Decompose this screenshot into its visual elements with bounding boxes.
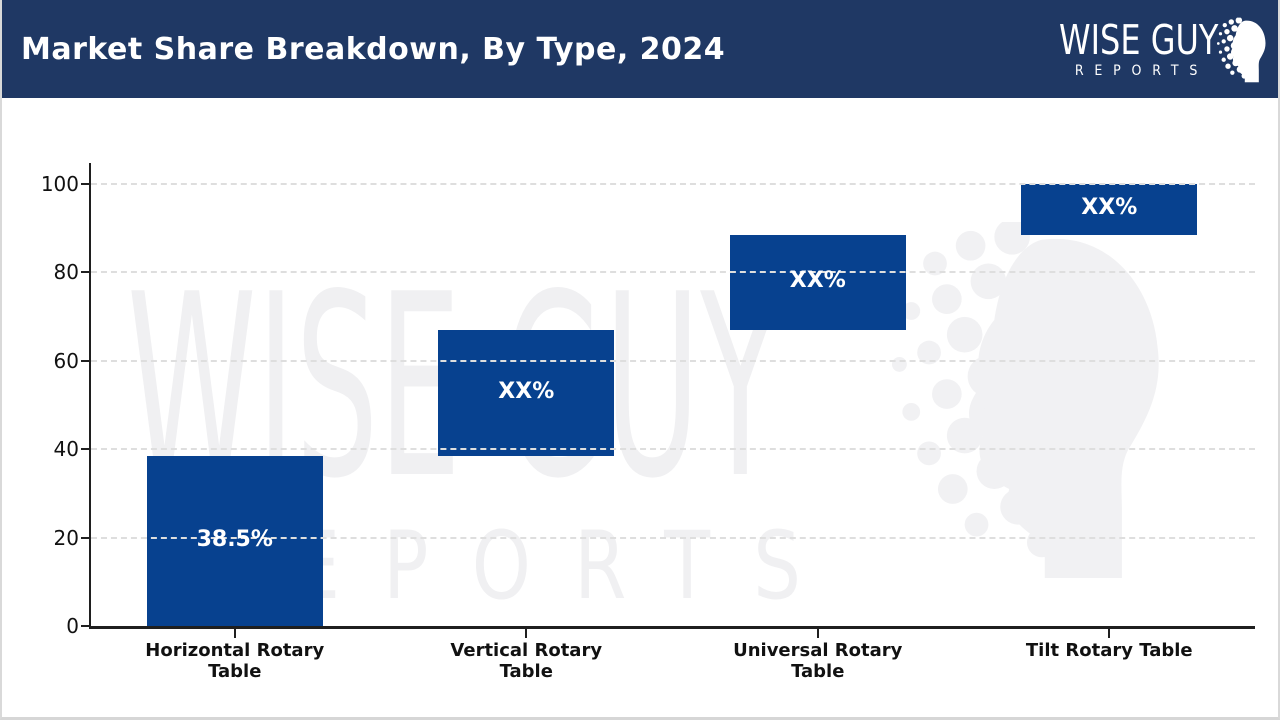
brand-subtext: REPORTS bbox=[1074, 63, 1208, 79]
gridline-80 bbox=[91, 271, 1255, 274]
gridline-20 bbox=[91, 536, 1255, 539]
y-tick-label: 60 bbox=[53, 348, 79, 373]
bar-value-label: XX% bbox=[1081, 195, 1138, 221]
y-tick bbox=[81, 183, 89, 185]
category-label-universal-rotary-table: Universal Rotary Table bbox=[672, 640, 964, 682]
header-bar: Market Share Breakdown, By Type, 2024 WI… bbox=[2, 0, 1278, 98]
category-label-line: Universal Rotary bbox=[733, 640, 903, 661]
category-label-line: Table bbox=[208, 661, 262, 682]
y-tick bbox=[81, 448, 89, 451]
bar-tilt-rotary-table bbox=[1021, 184, 1198, 235]
bar-universal-rotary-table bbox=[729, 234, 906, 330]
bar-value-label: 38.5% bbox=[196, 526, 273, 552]
y-tick-label: 100 bbox=[40, 172, 79, 196]
y-tick-label: 40 bbox=[53, 437, 79, 462]
x-axis-line bbox=[89, 626, 1255, 629]
x-tick bbox=[816, 629, 819, 638]
x-tick bbox=[233, 629, 236, 638]
y-tick-label: 0 bbox=[66, 614, 79, 638]
category-label-line: Horizontal Rotary bbox=[145, 640, 325, 661]
category-label-line: Tilt Rotary Table bbox=[1025, 640, 1193, 661]
y-tick bbox=[81, 536, 89, 539]
watermark-face-icon bbox=[874, 222, 1174, 578]
y-tick-label: 20 bbox=[53, 525, 79, 550]
bar-horizontal-rotary-table bbox=[146, 455, 323, 626]
category-label-vertical-rotary-table: Vertical Rotary Table bbox=[381, 640, 673, 682]
category-label-line: Table bbox=[791, 661, 845, 682]
x-tick bbox=[525, 629, 528, 638]
bar-value-label: XX% bbox=[498, 378, 555, 404]
brand-wordmark: WISE GUY bbox=[1058, 16, 1218, 64]
gridline-40 bbox=[91, 448, 1255, 451]
bar-value-label: XX% bbox=[789, 268, 846, 294]
category-label-tilt-rotary-table: Tilt Rotary Table bbox=[964, 640, 1256, 661]
bar-vertical-rotary-table bbox=[438, 329, 615, 456]
y-tick bbox=[81, 271, 89, 274]
category-label-line: Table bbox=[499, 661, 553, 682]
gridline-60 bbox=[91, 359, 1255, 362]
category-label-horizontal-rotary-table: Horizontal Rotary Table bbox=[89, 640, 381, 682]
y-tick bbox=[81, 359, 89, 362]
x-tick bbox=[1108, 629, 1111, 638]
y-tick bbox=[81, 625, 89, 627]
gridline-100 bbox=[91, 183, 1255, 185]
chart-title: Market Share Breakdown, By Type, 2024 bbox=[21, 31, 726, 67]
y-axis-line bbox=[89, 163, 91, 629]
y-tick-label: 80 bbox=[53, 260, 79, 285]
category-label-line: Vertical Rotary bbox=[450, 640, 603, 661]
